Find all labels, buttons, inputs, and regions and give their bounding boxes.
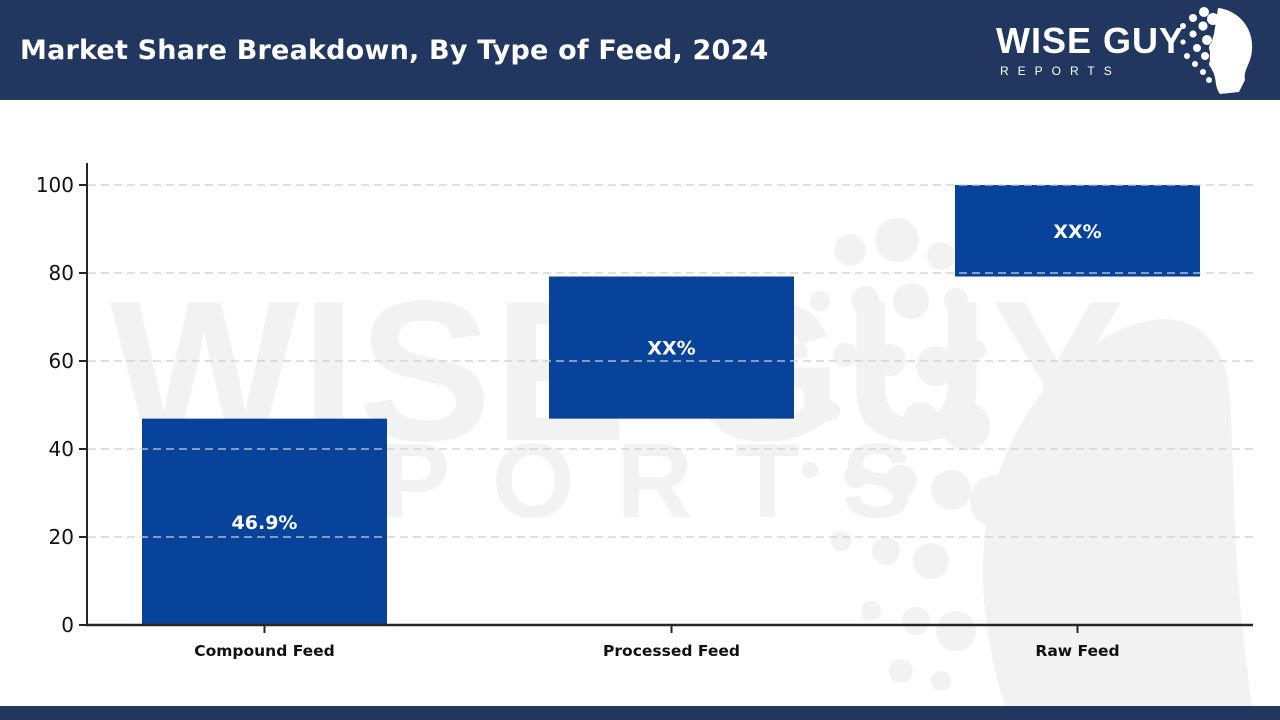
footer-bar [0, 706, 1280, 720]
y-axis-tick-label: 20 [49, 525, 74, 549]
header: Market Share Breakdown, By Type of Feed,… [0, 0, 1280, 100]
bar-value-label: XX% [1053, 221, 1101, 243]
bar-segment [955, 185, 1200, 277]
y-axis-tick-label: 100 [36, 173, 74, 197]
page-title: Market Share Breakdown, By Type of Feed,… [20, 34, 769, 66]
y-axis-tick-label: 60 [49, 349, 74, 373]
bar-segment [549, 276, 794, 419]
x-axis-label: Raw Feed [1035, 642, 1119, 660]
logo-text: WISE GUY REPORTS [995, 19, 1184, 78]
logo-head-icon [1180, 7, 1253, 94]
y-axis-tick-label: 80 [49, 261, 74, 285]
x-axis-label: Compound Feed [194, 642, 335, 660]
y-axis-tick-label: 40 [49, 437, 74, 461]
logo-subtitle: REPORTS [999, 63, 1121, 78]
bar-value-label: 46.9% [232, 512, 298, 534]
y-axis-tick-label: 0 [61, 613, 74, 637]
logo: WISE GUY REPORTS [996, 4, 1258, 96]
bar-segment [142, 418, 387, 625]
bar-value-label: XX% [647, 338, 695, 360]
x-axis-label: Processed Feed [603, 642, 740, 660]
logo-wordmark: WISE GUY [995, 19, 1184, 61]
